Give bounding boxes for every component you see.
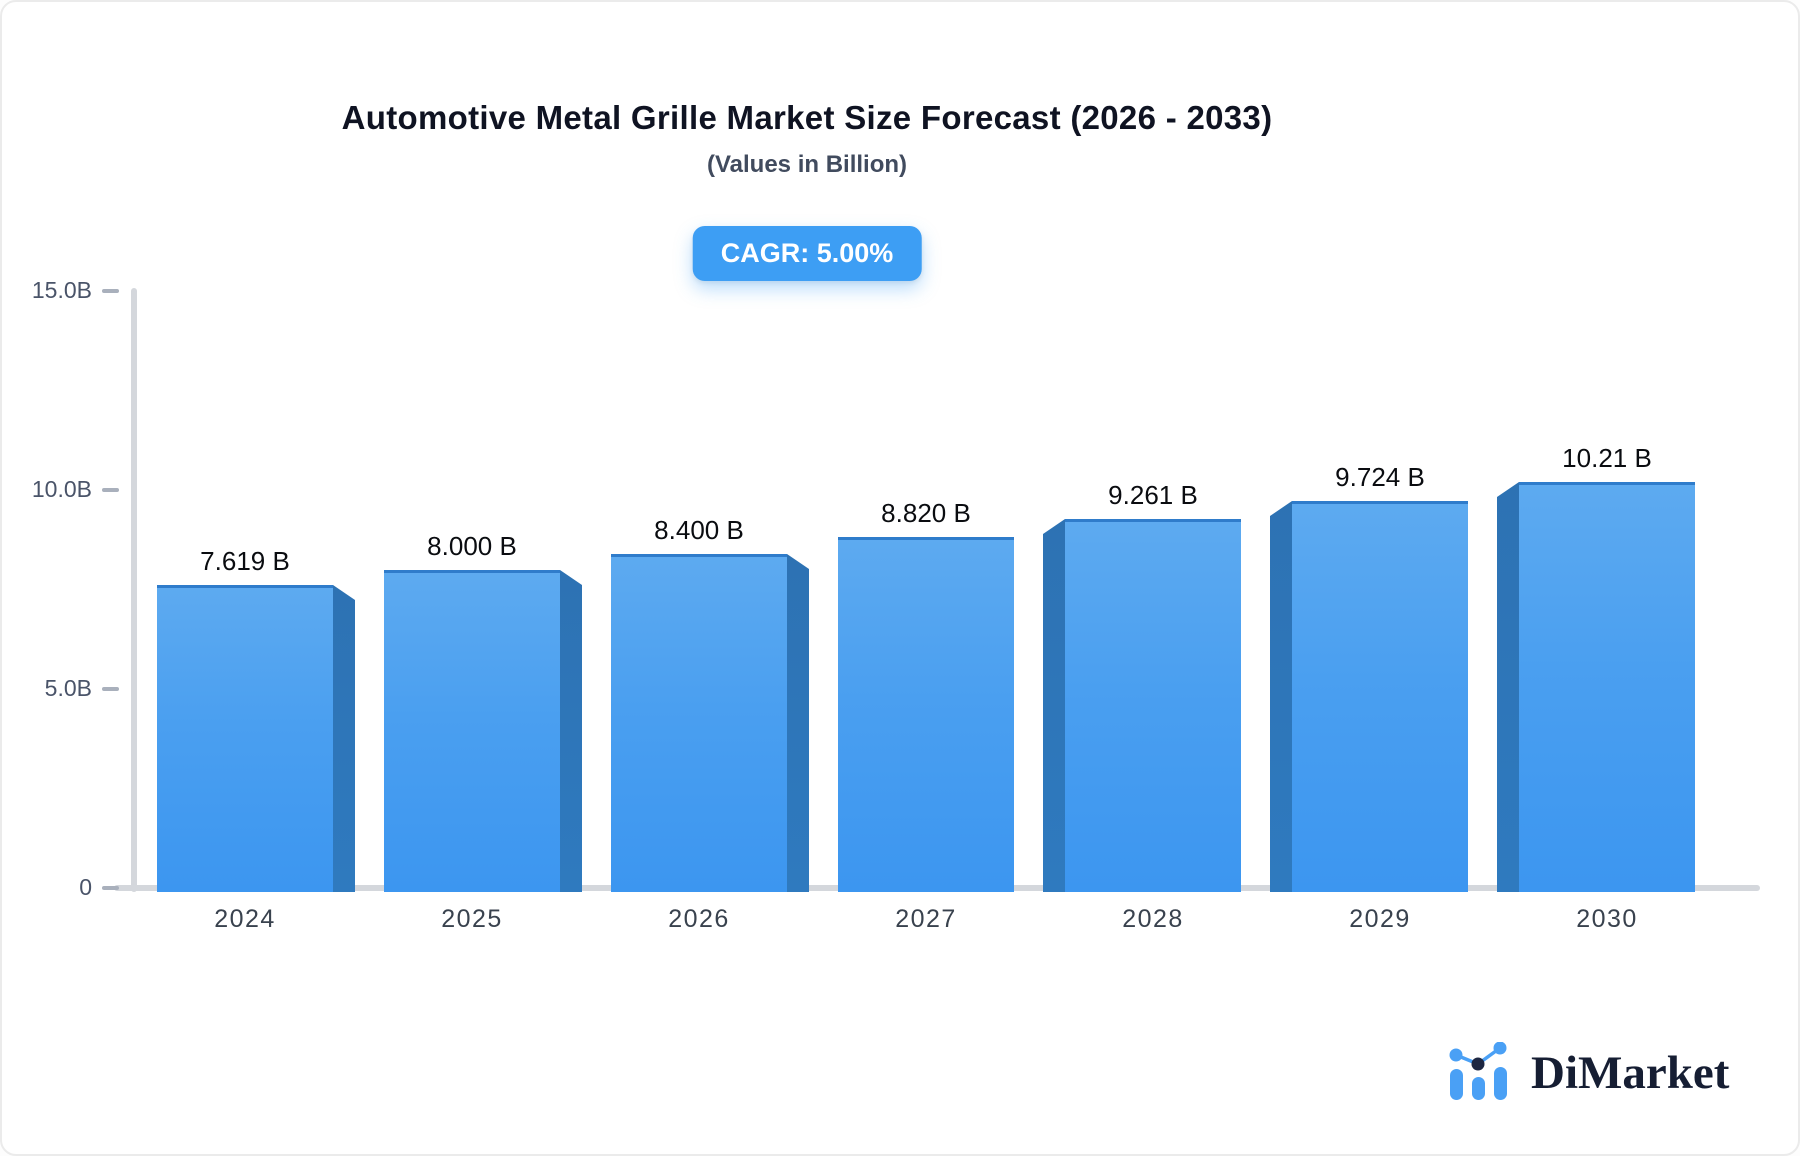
y-axis-tick-mark [102,488,119,492]
bar-2029 [1292,501,1468,892]
y-axis-tick-label: 0 [79,874,92,900]
x-axis-label: 2024 [214,905,276,933]
y-axis-tick-label: 5.0B [44,675,92,701]
bar-value-label: 8.820 B [881,498,971,528]
bar-side-3d [333,585,355,892]
bar-value-label: 9.261 B [1108,480,1198,510]
brand-logo: DiMarket [1449,1042,1729,1104]
bar-2030 [1519,482,1695,892]
y-axis-tick-label: 10.0B [31,476,92,502]
x-axis-label: 2029 [1349,905,1411,933]
y-axis-tick-mark [102,886,119,890]
x-axis-label: 2028 [1122,905,1184,933]
bar-value-label: 7.619 B [200,546,290,576]
y-axis-tick-mark [102,289,119,293]
bar-2024 [157,585,333,892]
x-axis-label: 2026 [668,905,730,933]
y-axis-tick-label: 15.0B [31,277,92,303]
cagr-badge: CAGR: 5.00% [692,226,922,281]
bar-side-3d [560,570,582,892]
x-axis-label: 2030 [1576,905,1638,933]
bar-2025 [384,570,560,892]
x-axis-label: 2025 [441,905,503,933]
bar-side-3d [1270,501,1292,892]
chart-subtitle: (Values in Billion) [706,151,908,178]
bar-chart-icon [1449,1042,1507,1100]
bar-value-label: 8.400 B [654,515,744,545]
bar-value-label: 10.21 B [1562,443,1652,473]
bar-side-3d [787,554,809,892]
brand-logo-text: DiMarket [1531,1046,1730,1099]
bar-side-3d [1497,482,1519,892]
bar-2027 [838,537,1014,892]
bar-2028 [1065,519,1241,892]
chart-title: Automotive Metal Grille Market Size Fore… [341,99,1273,136]
bar-side-3d [1043,519,1065,892]
bar-value-label: 9.724 B [1335,462,1425,492]
y-axis-line [131,288,137,892]
bar-value-label: 8.000 B [427,531,517,561]
y-axis-tick-mark [102,687,119,691]
bar-2026 [611,554,787,892]
x-axis-label: 2027 [895,905,957,933]
